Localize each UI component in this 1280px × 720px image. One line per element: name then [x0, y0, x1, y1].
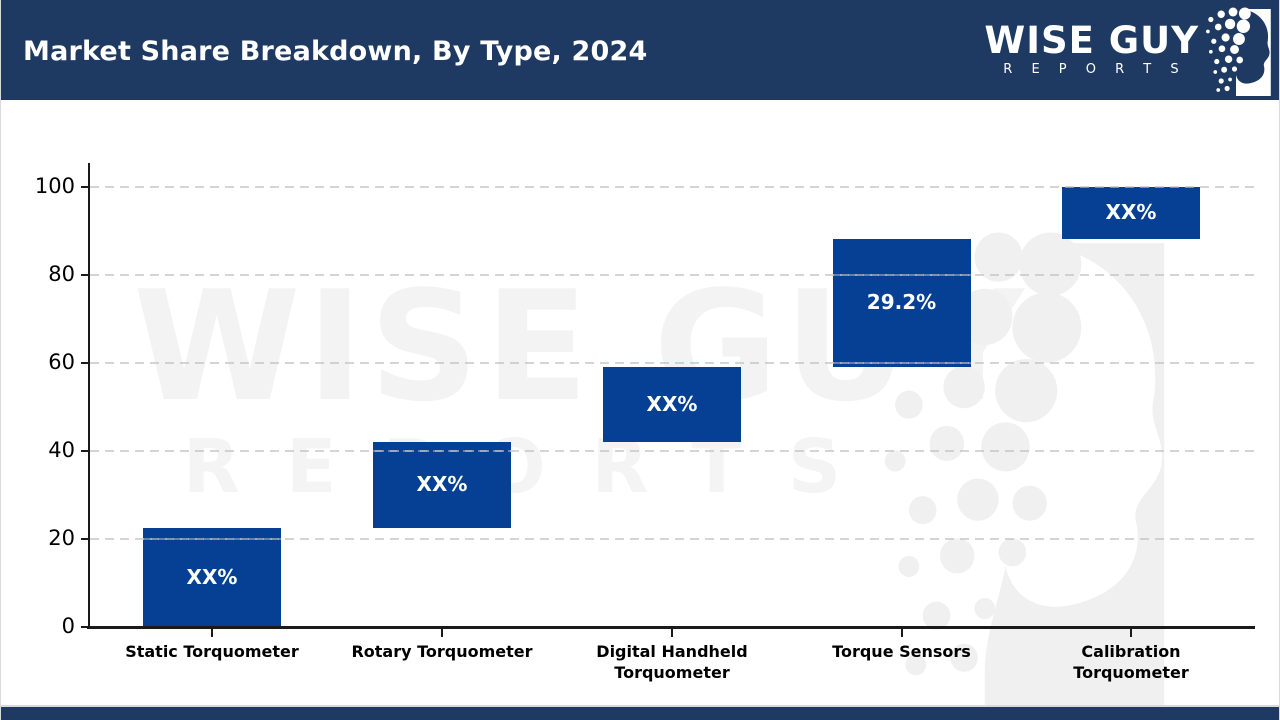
- ytick-label-60: 60: [48, 350, 75, 374]
- xtick-label-digital-handheld-torquometer: Digital Handheld Torquometer: [596, 642, 748, 682]
- bar-calibration-torquometer: [1062, 187, 1200, 239]
- ytick-mark-60: [81, 362, 89, 364]
- brand-logo: WISE GUY R E P O R T S: [984, 19, 1199, 78]
- ytick-mark-20: [81, 538, 89, 540]
- gridline-y100: [90, 186, 1255, 188]
- header-bar: Market Share Breakdown, By Type, 2024 WI…: [1, 0, 1279, 100]
- ytick-mark-80: [81, 274, 89, 276]
- xtick-label-torque-sensors: Torque Sensors: [832, 642, 971, 661]
- xtick-label-rotary-torquometer: Rotary Torquometer: [351, 642, 533, 661]
- xtick-mark-static-torquometer: [211, 629, 213, 637]
- bar-value-digital-handheld-torquometer: XX%: [646, 391, 698, 416]
- bar-value-torque-sensors: 29.2%: [866, 290, 937, 315]
- ytick-label-100: 100: [34, 174, 75, 198]
- gridline-y20: [90, 538, 1255, 540]
- gridline-y60: [90, 362, 1255, 364]
- x-axis-line: [87, 626, 1255, 629]
- watermark-reports-text: REPORTS: [183, 424, 888, 510]
- ytick-mark-100: [81, 186, 89, 188]
- bar-value-rotary-torquometer: XX%: [416, 472, 468, 497]
- bar-static-torquometer: [143, 528, 281, 627]
- bar-value-calibration-torquometer: XX%: [1105, 199, 1157, 224]
- brand-subtitle: R E P O R T S: [1003, 62, 1187, 77]
- ytick-mark-0: [81, 626, 89, 628]
- ytick-mark-40: [81, 450, 89, 452]
- gridline-y40: [90, 450, 1255, 452]
- ytick-label-40: 40: [48, 438, 75, 462]
- bar-value-static-torquometer: XX%: [186, 564, 238, 589]
- page-title: Market Share Breakdown, By Type, 2024: [23, 36, 648, 67]
- xtick-mark-digital-handheld-torquometer: [671, 629, 673, 637]
- xtick-mark-torque-sensors: [900, 629, 903, 637]
- brand-face-icon: [1206, 7, 1271, 96]
- xtick-label-static-torquometer: Static Torquometer: [125, 642, 299, 661]
- footer-bar: [1, 705, 1279, 720]
- bar-torque-sensors: [832, 238, 971, 368]
- y-axis-line: [88, 163, 90, 629]
- ytick-label-80: 80: [48, 262, 75, 286]
- xtick-label-calibration-torquometer: Calibration Torquometer: [1073, 642, 1189, 682]
- ytick-label-20: 20: [48, 526, 75, 550]
- ytick-label-0: 0: [61, 614, 75, 638]
- xtick-mark-calibration-torquometer: [1130, 629, 1132, 637]
- xtick-mark-rotary-torquometer: [441, 629, 443, 637]
- bar-digital-handheld-torquometer: [603, 367, 741, 443]
- gridline-y80: [90, 274, 1255, 276]
- brand-name: WISE GUY: [984, 19, 1199, 62]
